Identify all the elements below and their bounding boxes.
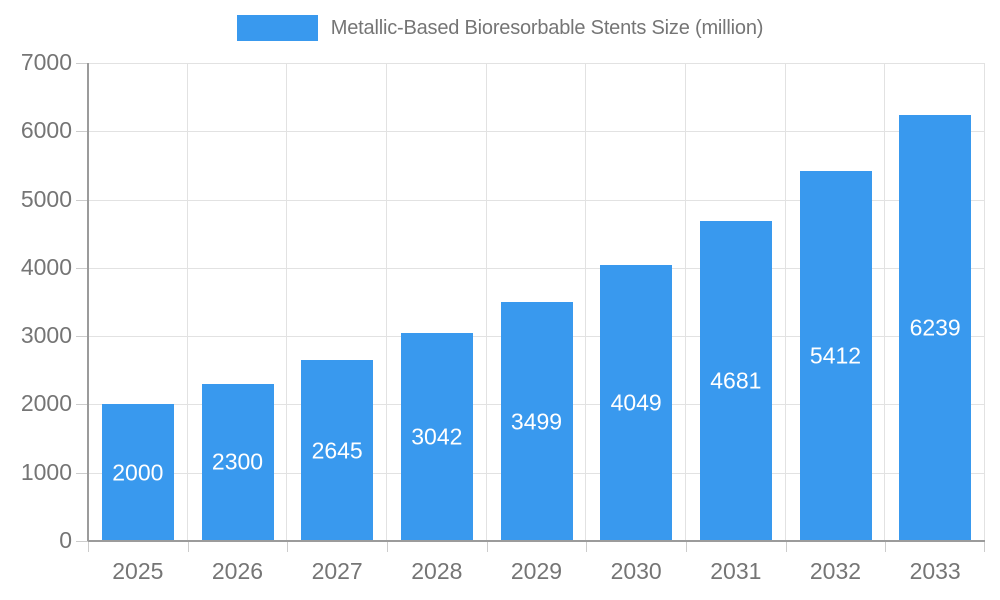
x-axis-tick [387, 541, 388, 552]
bar-2030[interactable]: 4049 [600, 264, 673, 541]
x-axis-tick [188, 541, 189, 552]
gridline-vertical [984, 63, 985, 541]
x-tick-label: 2030 [610, 558, 662, 584]
y-axis-tick [76, 336, 88, 338]
y-axis-tick [76, 472, 88, 474]
y-axis-tick [76, 131, 88, 133]
gridline-vertical [187, 63, 188, 541]
y-tick-label: 6000 [20, 117, 72, 144]
x-axis-tick [786, 541, 787, 552]
x-axis-line [88, 540, 985, 542]
gridline-vertical [486, 63, 487, 541]
y-axis-tick [76, 267, 88, 269]
x-tick-label: 2025 [112, 558, 164, 584]
plot-area: 2000 2300 2645 3042 3499 4049 4681 5412 6239 [88, 63, 985, 541]
bar-value-label: 3499 [510, 408, 563, 435]
x-tick-label: 2031 [710, 558, 762, 584]
legend-label: Metallic-Based Bioresorbable Stents Size… [330, 16, 764, 39]
legend[interactable]: Metallic-Based Bioresorbable Stents Size… [0, 15, 1000, 41]
x-tick-label: 2028 [411, 558, 463, 584]
y-tick-label: 1000 [20, 458, 72, 485]
y-axis-tick [76, 541, 88, 542]
gridline-vertical [386, 63, 387, 541]
bar-2028[interactable]: 3042 [400, 333, 473, 541]
bar-value-label: 4049 [610, 389, 662, 416]
bar-2029[interactable]: 3499 [500, 302, 573, 541]
gridline-horizontal [88, 63, 985, 64]
x-tick-label: 2027 [311, 558, 363, 584]
x-axis-tick [885, 541, 886, 552]
gridline-horizontal [88, 267, 985, 269]
x-axis-tick [88, 541, 89, 552]
x-axis-tick [686, 541, 687, 552]
y-axis-tick [76, 199, 88, 201]
y-tick-label: 7000 [20, 49, 72, 75]
gridline-vertical [785, 63, 786, 541]
y-tick-label: 5000 [20, 185, 72, 212]
bar-2033[interactable]: 6239 [899, 114, 972, 541]
x-axis-tick [586, 541, 587, 552]
bar-2027[interactable]: 2645 [301, 360, 374, 541]
x-tick-label: 2026 [211, 558, 264, 584]
bar-value-label: 2645 [311, 437, 363, 464]
gridline-vertical [884, 63, 885, 541]
y-tick-label: 0 [59, 527, 72, 553]
y-tick-label: 3000 [20, 322, 72, 349]
bar-value-label: 2000 [112, 459, 164, 486]
y-axis-line [87, 63, 89, 541]
gridline-vertical [585, 63, 586, 541]
x-axis-tick [487, 541, 488, 552]
x-axis-tick [287, 541, 288, 552]
y-tick-label: 4000 [20, 253, 72, 280]
gridline-vertical [685, 63, 686, 541]
bar-value-label: 2300 [211, 448, 264, 475]
bar-value-label: 4681 [710, 367, 762, 394]
x-axis-tick [984, 541, 985, 552]
bar-2026[interactable]: 2300 [201, 383, 274, 541]
bar-value-label: 3042 [411, 423, 463, 450]
bar-value-label: 6239 [909, 314, 961, 341]
x-tick-label: 2032 [809, 558, 862, 584]
gridline-horizontal [88, 199, 985, 201]
bar-2025[interactable]: 2000 [101, 404, 174, 541]
legend-swatch-icon [236, 15, 318, 41]
x-tick-label: 2029 [510, 558, 563, 584]
gridline-horizontal [88, 131, 985, 133]
x-tick-label: 2033 [909, 558, 961, 584]
bar-2032[interactable]: 5412 [799, 171, 872, 541]
y-axis-tick [76, 404, 88, 406]
bar-value-label: 5412 [809, 342, 862, 369]
bar-2031[interactable]: 4681 [699, 221, 772, 541]
y-axis-tick [76, 63, 88, 64]
gridline-vertical [286, 63, 287, 541]
y-tick-label: 2000 [20, 390, 72, 417]
